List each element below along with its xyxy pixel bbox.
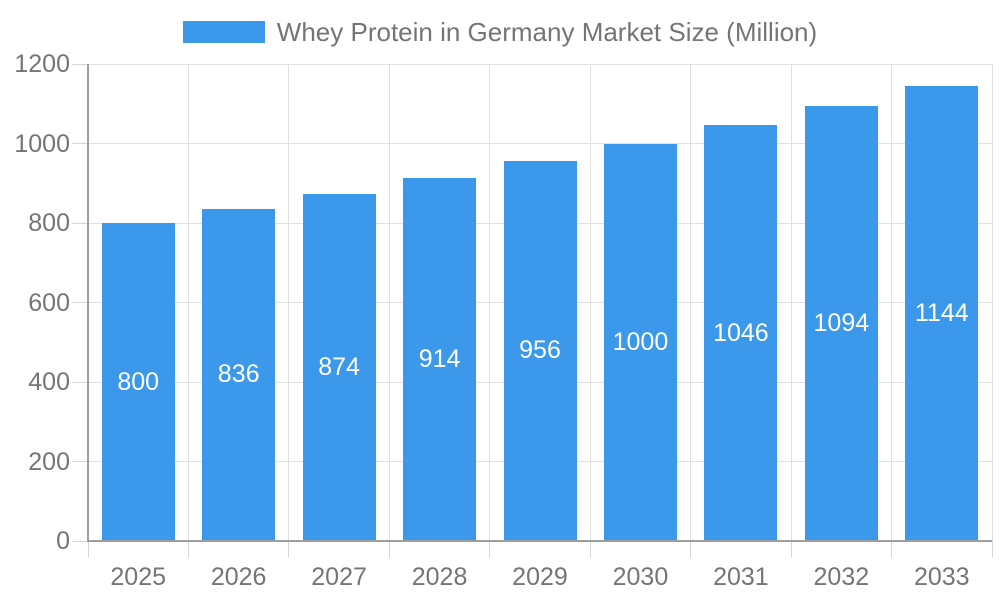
bar: 800 [101,223,175,541]
bar-value-label: 1046 [713,318,769,347]
bar: 1046 [704,125,778,541]
v-gridline [690,64,692,541]
bar-value-label: 874 [318,352,360,381]
x-axis-tick [589,541,591,558]
bar: 914 [403,177,477,541]
bar-value-label: 1144 [914,299,969,328]
x-axis-tick-label: 2026 [210,563,267,591]
x-axis-tick [690,541,692,558]
x-axis-tick-label: 2028 [411,563,468,591]
bar: 1000 [603,143,677,541]
legend-swatch [182,21,265,43]
bar-value-label: 956 [519,336,561,365]
y-axis-tick [72,143,88,144]
legend-title: Whey Protein in Germany Market Size (Mil… [276,17,818,47]
bar-value-label: 1094 [813,309,870,338]
y-axis-tick [72,63,88,65]
v-gridline [388,64,390,541]
bar: 836 [202,208,276,541]
x-axis-tick [187,541,189,558]
y-axis-tick-label: 1200 [14,50,70,78]
x-axis-tick-label: 2033 [913,563,970,591]
chart-legend: Whey Protein in Germany Market Size (Mil… [0,16,1000,48]
x-axis-tick [790,541,792,558]
x-axis-tick [891,541,893,558]
v-gridline [589,64,591,541]
y-axis-tick-label: 1000 [14,129,70,158]
x-axis-tick [388,541,390,558]
bar-value-label: 1000 [612,327,669,356]
v-gridline [489,64,491,541]
x-axis-tick [87,541,89,558]
x-axis-tick-label: 2027 [311,563,367,591]
y-axis-tick-label: 0 [56,527,70,555]
x-axis-tick [991,541,993,558]
v-gridline [790,64,792,541]
x-axis-tick-label: 2031 [713,563,769,591]
bar-value-label: 800 [117,367,160,396]
v-gridline [187,64,189,541]
y-axis-line [87,64,89,541]
x-axis-tick-label: 2025 [110,563,167,591]
x-axis-line [87,540,992,542]
h-gridline [88,63,992,65]
h-gridline [88,143,992,144]
x-axis-tick-label: 2029 [512,563,568,591]
y-axis-tick [72,222,88,224]
y-axis-tick [72,302,88,303]
v-gridline [991,64,993,541]
v-gridline [288,64,290,541]
bar: 1144 [905,86,979,541]
y-axis-tick-label: 600 [28,288,70,317]
bar: 956 [503,160,577,541]
y-axis-tick [72,461,88,462]
x-axis-tick [288,541,290,558]
bar: 1094 [804,106,878,541]
x-axis-tick [489,541,491,558]
y-axis-tick [72,381,88,383]
y-axis-tick-label: 400 [28,368,70,396]
x-axis-tick-label: 2030 [612,563,669,591]
bar-value-label: 836 [217,360,260,389]
y-axis-tick-label: 800 [28,209,70,237]
bar: 874 [302,193,376,541]
v-gridline [891,64,893,541]
bar-value-label: 914 [418,344,461,373]
y-axis-tick-label: 200 [28,447,70,476]
x-axis-tick-label: 2032 [813,563,870,591]
y-axis-tick [72,540,88,542]
